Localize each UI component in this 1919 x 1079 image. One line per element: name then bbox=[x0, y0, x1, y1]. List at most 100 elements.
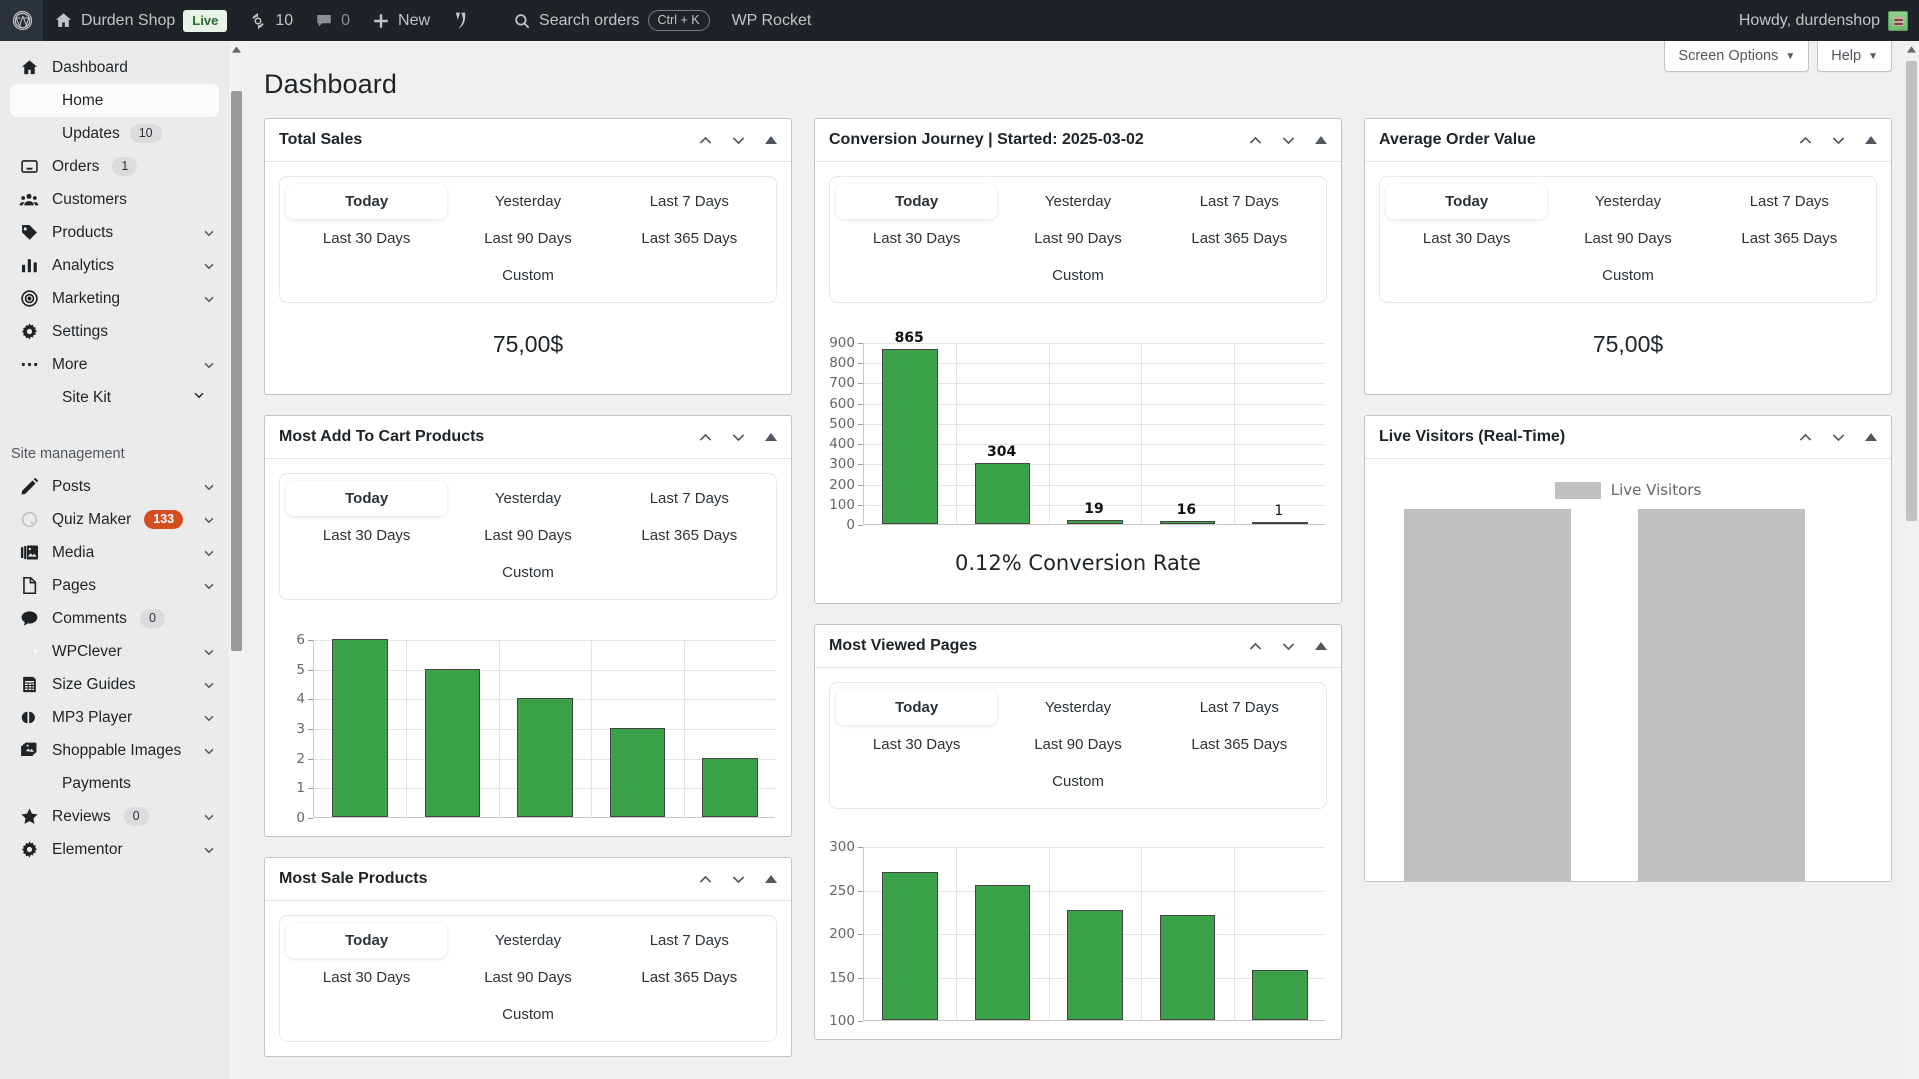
toggle-panel-icon[interactable] bbox=[1311, 130, 1331, 150]
chevron-down-icon[interactable] bbox=[202, 711, 216, 725]
sidebar-item-marketing[interactable]: Marketing bbox=[0, 282, 229, 315]
move-up-icon[interactable] bbox=[695, 130, 715, 150]
range-last-7-days-button[interactable]: Last 7 Days bbox=[649, 193, 729, 210]
range-yesterday-button[interactable]: Yesterday bbox=[1044, 193, 1112, 210]
wordpress-logo-button[interactable] bbox=[0, 0, 43, 41]
sidebar-item-customers[interactable]: Customers bbox=[0, 183, 229, 216]
range-custom-button[interactable]: Custom bbox=[1602, 267, 1654, 284]
range-custom-button[interactable]: Custom bbox=[502, 267, 554, 284]
range-yesterday-button[interactable]: Yesterday bbox=[1594, 193, 1662, 210]
range-last-365-days-button[interactable]: Last 365 Days bbox=[1741, 230, 1838, 247]
range-today-button[interactable]: Today bbox=[1386, 184, 1548, 219]
sidebar-item-quiz-maker[interactable]: Quiz Maker 133 bbox=[0, 503, 229, 536]
range-last-7-days-button[interactable]: Last 7 Days bbox=[649, 932, 729, 949]
range-last-30-days-button[interactable]: Last 30 Days bbox=[872, 230, 961, 247]
search-orders-button[interactable]: Search orders Ctrl + K bbox=[502, 0, 721, 41]
move-down-icon[interactable] bbox=[1828, 130, 1848, 150]
range-custom-button[interactable]: Custom bbox=[1052, 267, 1104, 284]
range-custom-button[interactable]: Custom bbox=[502, 564, 554, 581]
range-today-button[interactable]: Today bbox=[286, 481, 448, 516]
range-yesterday-button[interactable]: Yesterday bbox=[1044, 699, 1112, 716]
range-last-90-days-button[interactable]: Last 90 Days bbox=[484, 527, 572, 544]
sidebar-item-orders[interactable]: Orders 1 bbox=[0, 150, 229, 183]
sidebar-subitem-updates[interactable]: Updates 10 bbox=[10, 117, 219, 150]
sidebar-scroll-thumb[interactable] bbox=[231, 91, 242, 651]
range-last-7-days-button[interactable]: Last 7 Days bbox=[1199, 193, 1279, 210]
range-last-90-days-button[interactable]: Last 90 Days bbox=[1034, 230, 1122, 247]
range-custom-button[interactable]: Custom bbox=[1052, 773, 1104, 790]
range-last-90-days-button[interactable]: Last 90 Days bbox=[1584, 230, 1672, 247]
sidebar-item-size-guides[interactable]: Size Guides bbox=[0, 668, 229, 701]
range-last-365-days-button[interactable]: Last 365 Days bbox=[1191, 230, 1288, 247]
range-last-90-days-button[interactable]: Last 90 Days bbox=[484, 230, 572, 247]
sidebar-subitem-site-kit[interactable]: Site Kit bbox=[10, 381, 219, 414]
range-today-button[interactable]: Today bbox=[286, 923, 448, 958]
sidebar-item-wpclever[interactable]: WPClever bbox=[0, 635, 229, 668]
chevron-down-icon[interactable] bbox=[202, 259, 216, 273]
toggle-panel-icon[interactable] bbox=[761, 427, 781, 447]
move-down-icon[interactable] bbox=[728, 130, 748, 150]
sidebar-item-reviews[interactable]: Reviews 0 bbox=[0, 800, 229, 833]
range-last-7-days-button[interactable]: Last 7 Days bbox=[649, 490, 729, 507]
range-last-365-days-button[interactable]: Last 365 Days bbox=[641, 230, 738, 247]
move-up-icon[interactable] bbox=[1245, 130, 1265, 150]
toggle-panel-icon[interactable] bbox=[1861, 427, 1881, 447]
move-down-icon[interactable] bbox=[728, 427, 748, 447]
move-up-icon[interactable] bbox=[695, 427, 715, 447]
chevron-down-icon[interactable] bbox=[202, 480, 216, 494]
move-down-icon[interactable] bbox=[1278, 636, 1298, 656]
sidebar-item-pages[interactable]: Pages bbox=[0, 569, 229, 602]
sidebar-item-comments[interactable]: Comments 0 bbox=[0, 602, 229, 635]
sidebar-item-products[interactable]: Products bbox=[0, 216, 229, 249]
sidebar-subitem-payments[interactable]: Payments bbox=[10, 767, 219, 800]
sidebar-item-mp3-player[interactable]: MP3 Player bbox=[0, 701, 229, 734]
site-name-button[interactable]: Durden Shop Live bbox=[43, 0, 238, 41]
chevron-down-icon[interactable] bbox=[202, 292, 216, 306]
range-today-button[interactable]: Today bbox=[836, 184, 998, 219]
range-today-button[interactable]: Today bbox=[836, 690, 998, 725]
range-last-30-days-button[interactable]: Last 30 Days bbox=[1422, 230, 1511, 247]
range-last-90-days-button[interactable]: Last 90 Days bbox=[484, 969, 572, 986]
sidebar-item-analytics[interactable]: Analytics bbox=[0, 249, 229, 282]
chevron-down-icon[interactable] bbox=[202, 358, 216, 372]
range-yesterday-button[interactable]: Yesterday bbox=[494, 490, 562, 507]
toggle-panel-icon[interactable] bbox=[1311, 636, 1331, 656]
move-up-icon[interactable] bbox=[1795, 427, 1815, 447]
range-last-30-days-button[interactable]: Last 30 Days bbox=[872, 736, 961, 753]
sidebar-item-dashboard[interactable]: Dashboard bbox=[0, 51, 229, 84]
move-up-icon[interactable] bbox=[1795, 130, 1815, 150]
updates-button[interactable]: 10 bbox=[238, 0, 304, 41]
sidebar-item-elementor[interactable]: Elementor bbox=[0, 833, 229, 866]
chevron-down-icon[interactable] bbox=[202, 810, 216, 824]
toggle-panel-icon[interactable] bbox=[1861, 130, 1881, 150]
range-today-button[interactable]: Today bbox=[286, 184, 448, 219]
sidebar-scrollbar[interactable] bbox=[229, 41, 244, 1079]
chevron-down-icon[interactable] bbox=[202, 226, 216, 240]
sidebar-item-shoppable-images[interactable]: Shoppable Images bbox=[0, 734, 229, 767]
range-custom-button[interactable]: Custom bbox=[502, 1006, 554, 1023]
chevron-down-icon[interactable] bbox=[192, 388, 206, 407]
move-down-icon[interactable] bbox=[1278, 130, 1298, 150]
new-content-button[interactable]: New bbox=[361, 0, 441, 41]
chevron-down-icon[interactable] bbox=[202, 579, 216, 593]
range-last-365-days-button[interactable]: Last 365 Days bbox=[641, 527, 738, 544]
sidebar-item-settings[interactable]: Settings bbox=[0, 315, 229, 348]
range-last-365-days-button[interactable]: Last 365 Days bbox=[641, 969, 738, 986]
chevron-down-icon[interactable] bbox=[202, 645, 216, 659]
sidebar-item-posts[interactable]: Posts bbox=[0, 470, 229, 503]
help-button[interactable]: Help ▼ bbox=[1817, 41, 1892, 72]
range-last-365-days-button[interactable]: Last 365 Days bbox=[1191, 736, 1288, 753]
chevron-down-icon[interactable] bbox=[202, 546, 216, 560]
range-yesterday-button[interactable]: Yesterday bbox=[494, 193, 562, 210]
sidebar-subitem-home[interactable]: Home bbox=[10, 84, 219, 117]
toggle-panel-icon[interactable] bbox=[761, 869, 781, 889]
chevron-down-icon[interactable] bbox=[202, 513, 216, 527]
move-up-icon[interactable] bbox=[695, 869, 715, 889]
range-last-7-days-button[interactable]: Last 7 Days bbox=[1199, 699, 1279, 716]
range-last-30-days-button[interactable]: Last 30 Days bbox=[322, 969, 411, 986]
sidebar-scroll-up-arrow[interactable] bbox=[229, 41, 244, 57]
move-down-icon[interactable] bbox=[728, 869, 748, 889]
toggle-panel-icon[interactable] bbox=[761, 130, 781, 150]
sidebar-item-media[interactable]: Media bbox=[0, 536, 229, 569]
range-yesterday-button[interactable]: Yesterday bbox=[494, 932, 562, 949]
